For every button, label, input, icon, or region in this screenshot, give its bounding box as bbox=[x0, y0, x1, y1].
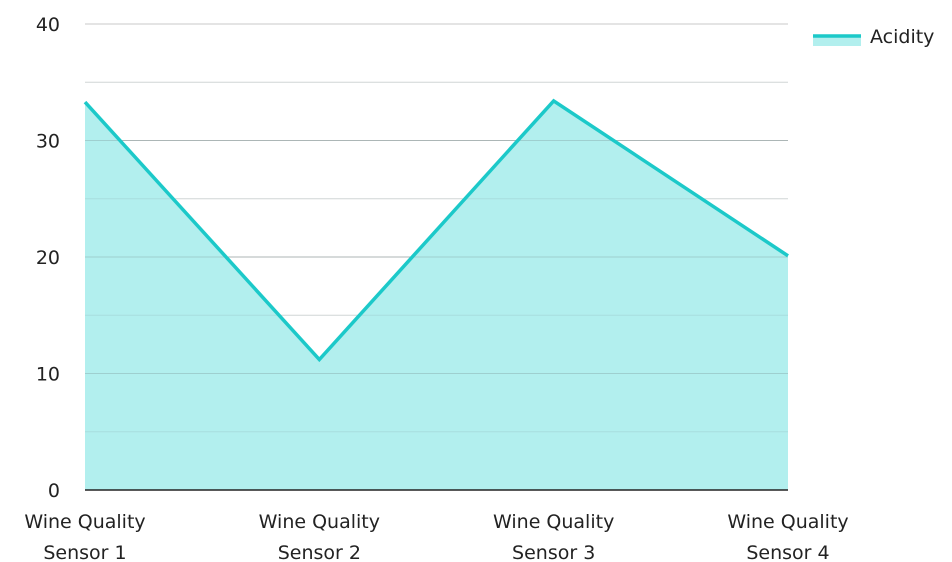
x-tick-label-line: Wine Quality bbox=[259, 511, 380, 533]
area-fill-acidity bbox=[85, 100, 788, 490]
y-tick-label-10: 10 bbox=[36, 364, 60, 386]
x-tick-label-line: Sensor 3 bbox=[512, 542, 595, 562]
legend-swatch-fill bbox=[813, 36, 861, 46]
series-area-acidity bbox=[83, 81, 789, 490]
y-tick-label-0: 0 bbox=[48, 480, 60, 502]
y-tick-label-30: 30 bbox=[36, 131, 60, 153]
series-line-acidity bbox=[83, 98, 789, 363]
x-tick-label-line: Wine Quality bbox=[727, 511, 848, 533]
x-tick-label-3: Wine Quality Sensor 3 bbox=[493, 511, 614, 562]
y-tick-label-20: 20 bbox=[36, 247, 60, 269]
x-tick-label-2: Wine Quality Sensor 2 bbox=[259, 511, 380, 562]
x-tick-label-4: Wine Quality Sensor 4 bbox=[727, 511, 848, 562]
legend-label-acidity: Acidity bbox=[870, 26, 934, 48]
legend[interactable]: Acidity bbox=[813, 26, 934, 48]
x-tick-label-line: Sensor 4 bbox=[746, 542, 829, 562]
y-tick-label-40: 40 bbox=[36, 14, 60, 36]
x-axis-tick-labels: Wine Quality Sensor 1 Wine Quality Sensor 2… bbox=[24, 511, 848, 562]
y-axis-tick-labels: 0 10 20 30 40 bbox=[36, 14, 60, 502]
x-tick-label-line: Sensor 1 bbox=[43, 542, 126, 562]
x-tick-label-1: Wine Quality Sensor 1 bbox=[24, 511, 145, 562]
x-tick-label-line: Sensor 2 bbox=[278, 542, 361, 562]
x-tick-label-line: Wine Quality bbox=[24, 511, 145, 533]
x-tick-label-line: Wine Quality bbox=[493, 511, 614, 533]
